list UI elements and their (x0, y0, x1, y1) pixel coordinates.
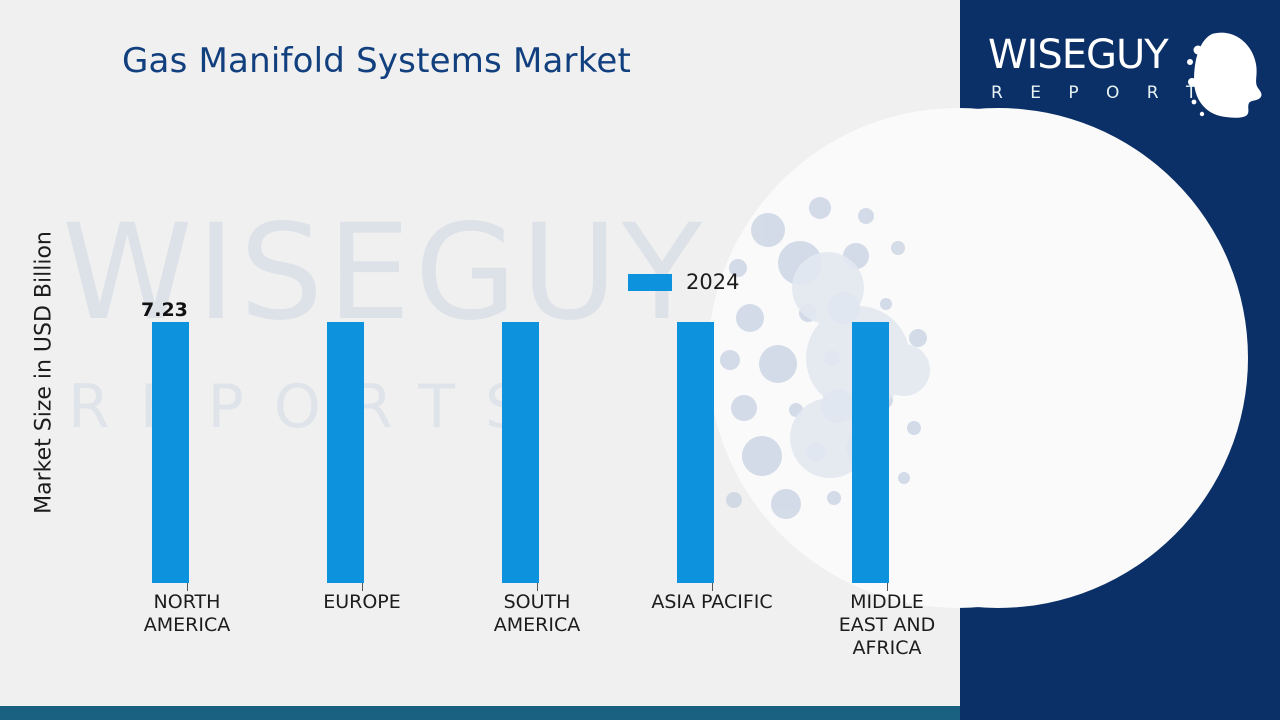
axis-tick (362, 583, 363, 591)
legend-label-2024: 2024 (686, 270, 740, 294)
x-axis-label-asia-pacific: ASIA PACIFIC (651, 591, 773, 613)
page-title: Gas Manifold Systems Market (122, 41, 632, 81)
x-axis-label-north-america: NORTH AMERICA (143, 591, 231, 636)
plot-area: Market Size in USD Billion 7.23 NORTH AM… (31, 231, 936, 659)
bar-europe[interactable] (327, 322, 364, 583)
logo-primary-text: WISEGUY (988, 32, 1169, 78)
bar-middle-east-and-africa[interactable] (852, 322, 889, 583)
legend-swatch-2024 (628, 273, 672, 291)
logo-secondary-text: R E P O R T S (991, 83, 1246, 103)
bottom-accent-strip (0, 706, 960, 720)
chart-panel: WISEGUY REPORTS Gas Manifold Systems Mar… (31, 41, 936, 659)
y-axis-label: Market Size in USD Billion (31, 231, 57, 514)
axis-tick (537, 583, 538, 591)
brand-logo: WISEGUY R E P O R T S (988, 32, 1262, 122)
chart-legend: 2024 (628, 270, 739, 294)
axis-tick (187, 583, 188, 591)
bar-asia-pacific[interactable] (677, 322, 714, 583)
x-axis-label-europe: EUROPE (323, 591, 401, 613)
x-axis-label-south-america: SOUTH AMERICA (493, 591, 581, 636)
bar-value-north-america: 7.23 (141, 299, 188, 321)
axis-tick (887, 583, 888, 591)
bar-north-america[interactable] (152, 322, 189, 583)
axis-tick (712, 583, 713, 591)
x-axis-label-middle-east-and-africa: MIDDLE EAST AND AFRICA (838, 591, 936, 659)
bar-south-america[interactable] (502, 322, 539, 583)
logo-head-icon (1187, 32, 1262, 118)
